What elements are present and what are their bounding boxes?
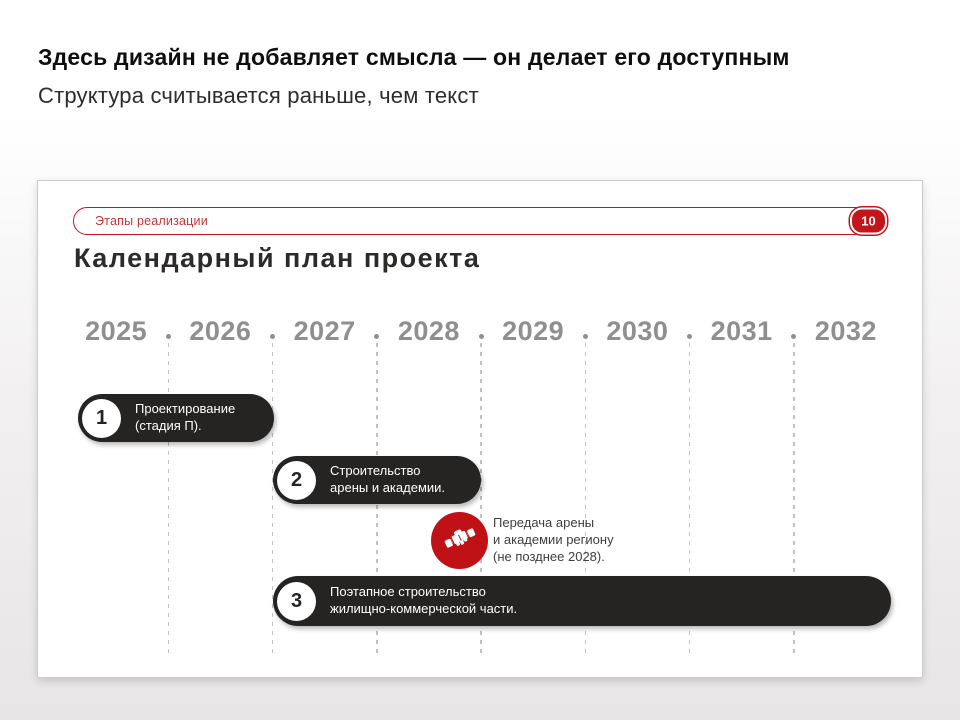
- stage-label-line: Строительство: [330, 463, 421, 479]
- timeline-dot: [478, 334, 484, 339]
- timeline-gridline: [793, 343, 795, 654]
- section-tag-label: Этапы реализации: [95, 214, 208, 228]
- stage-label-line: Проектирование: [135, 401, 236, 417]
- slide-title: Календарный план проекта: [74, 243, 481, 273]
- timeline-dot: [270, 334, 275, 339]
- stage-number-badge: 2: [277, 460, 316, 500]
- stage-number-badge: 3: [277, 581, 316, 621]
- milestone-marker: [431, 512, 488, 569]
- timeline-dot: [791, 334, 797, 339]
- milestone-label: Передача арены и академии региону (не по…: [493, 515, 614, 566]
- stage-label-line: жилищно-коммерческой части.: [330, 601, 518, 616]
- timeline-dot: [687, 334, 692, 339]
- year-label: 2031: [710, 316, 773, 346]
- year-label: 2028: [397, 316, 460, 346]
- stage-label-line: Поэтапное строительство: [330, 584, 486, 600]
- timeline-gridline: [584, 343, 586, 654]
- stage-label: Строительство арены и академии.: [330, 463, 463, 497]
- timeline-gridline: [688, 343, 691, 654]
- page-header: Здесь дизайн не добавляет смысла — он де…: [38, 44, 928, 109]
- stage-label-line: арены и академии.: [330, 480, 446, 495]
- stage-label-line: (стадия П).: [135, 418, 202, 433]
- year-label: 2027: [293, 316, 356, 346]
- year-label: 2029: [502, 316, 565, 346]
- timeline-years: 2025 2026 2027 2028 2029 2030 2031 2032: [64, 315, 898, 347]
- timeline-dot: [374, 334, 380, 339]
- milestone-label-line: Передача арены: [493, 515, 595, 530]
- timeline-gridline: [167, 343, 169, 654]
- stage-label: Поэтапное строительство жилищно-коммерче…: [330, 584, 535, 618]
- timeline-gridline: [271, 343, 274, 654]
- milestone-label-line: (не позднее 2028).: [493, 548, 605, 564]
- slide-card: Этапы реализации 10 Календарный план про…: [37, 180, 923, 678]
- timeline-dot: [582, 334, 588, 339]
- year-label: 2025: [85, 316, 148, 346]
- milestone-label-line: и академии региону: [493, 531, 614, 547]
- handshake-icon: [443, 521, 477, 560]
- timeline-gridline: [480, 343, 482, 654]
- year-label: 2032: [814, 316, 877, 346]
- slide-number-badge: 10: [850, 207, 887, 235]
- year-label: 2030: [606, 316, 669, 346]
- stage-bar-1: 1 Проектирование (стадия П).: [78, 394, 274, 442]
- stage-bar-2: 2 Строительство арены и академии.: [273, 456, 481, 504]
- stage-label: Проектирование (стадия П).: [135, 401, 253, 435]
- timeline-dot: [165, 334, 171, 339]
- section-tag-pill: Этапы реализации 10: [73, 207, 887, 235]
- page-title: Здесь дизайн не добавляет смысла — он де…: [38, 44, 790, 70]
- stage-bar-3: 3 Поэтапное строительство жилищно-коммер…: [273, 576, 891, 626]
- stage-number-badge: 1: [82, 398, 121, 438]
- page-subtitle: Структура считывается раньше, чем текст: [38, 83, 479, 108]
- year-label: 2026: [189, 316, 252, 346]
